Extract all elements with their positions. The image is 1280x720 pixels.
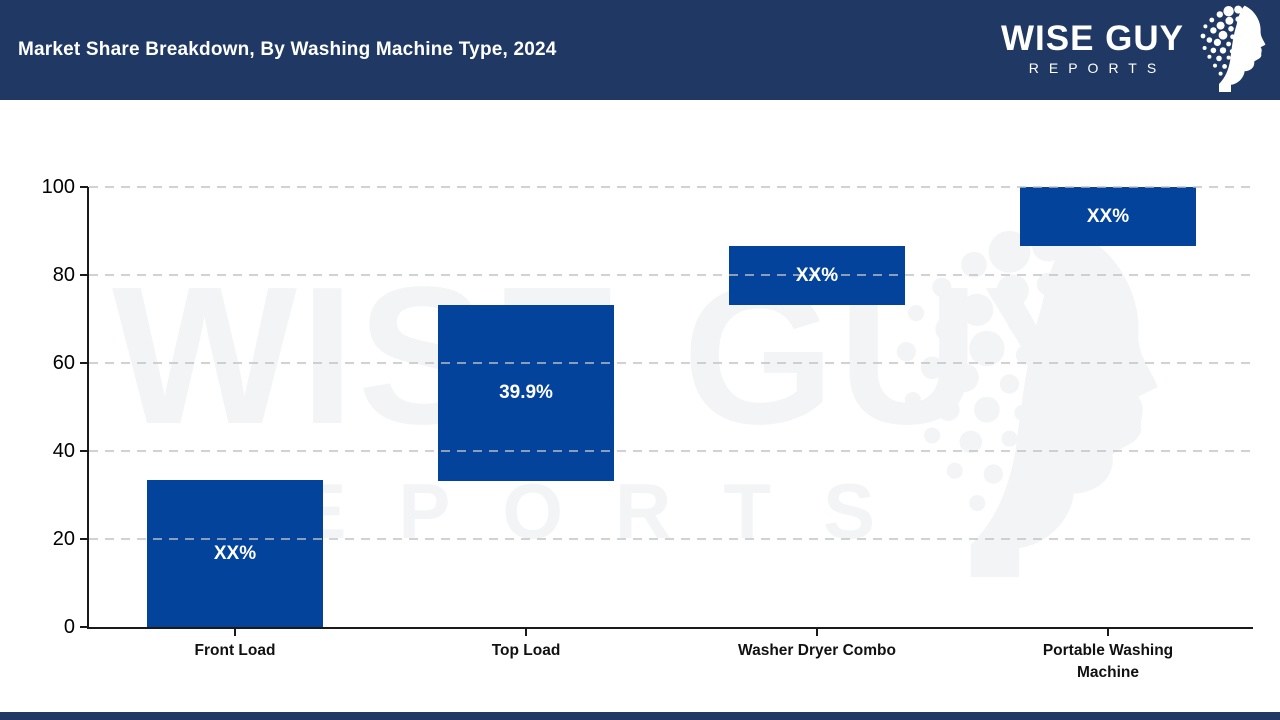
logo-wordmark: WISE GUY bbox=[1000, 19, 1184, 59]
header-bar: Market Share Breakdown, By Washing Machi… bbox=[0, 0, 1280, 100]
x-category-label: Top Load bbox=[491, 642, 561, 659]
x-category-label: Front Load bbox=[194, 642, 276, 659]
x-category-label: Portable Washing Machine bbox=[1042, 642, 1174, 681]
y-tick-label-60: 60 bbox=[52, 352, 75, 374]
y-tick-label-0: 0 bbox=[63, 616, 75, 638]
wiseguy-logo: WISE GUY REPORTS bbox=[1001, 4, 1268, 92]
logo-subtext: REPORTS bbox=[1028, 59, 1167, 76]
y-tick-100 bbox=[80, 186, 88, 188]
y-tick-40 bbox=[80, 450, 88, 452]
y-tick-0 bbox=[80, 626, 88, 628]
x-tick bbox=[234, 629, 236, 636]
y-tick-20 bbox=[80, 538, 88, 540]
bar-value-label: XX% bbox=[1086, 205, 1130, 227]
gridline-100 bbox=[89, 186, 1253, 188]
gridline-40 bbox=[89, 450, 1253, 452]
x-tick bbox=[525, 629, 527, 636]
chart-canvas: WISE GUY REPORTS 0 20 40 60 80 100 XX% Front Lo… bbox=[0, 100, 1280, 712]
y-tick-label-20: 20 bbox=[52, 528, 75, 550]
logo-head-icon bbox=[1200, 5, 1266, 92]
y-axis-line bbox=[87, 187, 89, 629]
gridline-60 bbox=[89, 362, 1253, 364]
y-tick-60 bbox=[80, 362, 88, 364]
x-category-label: Washer Dryer Combo bbox=[738, 642, 896, 659]
page-title: Market Share Breakdown, By Washing Machi… bbox=[18, 39, 557, 60]
y-tick-80 bbox=[80, 274, 88, 276]
bar-value-label: XX% bbox=[795, 264, 839, 286]
y-tick-label-40: 40 bbox=[52, 440, 75, 462]
gridline-80 bbox=[89, 274, 1253, 276]
gridline-20 bbox=[89, 538, 1253, 540]
x-axis-line bbox=[87, 627, 1253, 629]
bar-segment bbox=[147, 480, 323, 627]
bar-value-label: XX% bbox=[213, 542, 257, 564]
bar-segment bbox=[1020, 187, 1196, 246]
y-tick-label-100: 100 bbox=[41, 176, 75, 198]
logo-text: WISE GUY REPORTS bbox=[1001, 20, 1184, 76]
x-tick bbox=[816, 629, 818, 636]
x-tick bbox=[1107, 629, 1109, 636]
y-tick-label-80: 80 bbox=[52, 264, 75, 286]
footer-bar bbox=[0, 712, 1280, 720]
bar-value-label: 39.9% bbox=[499, 382, 553, 403]
